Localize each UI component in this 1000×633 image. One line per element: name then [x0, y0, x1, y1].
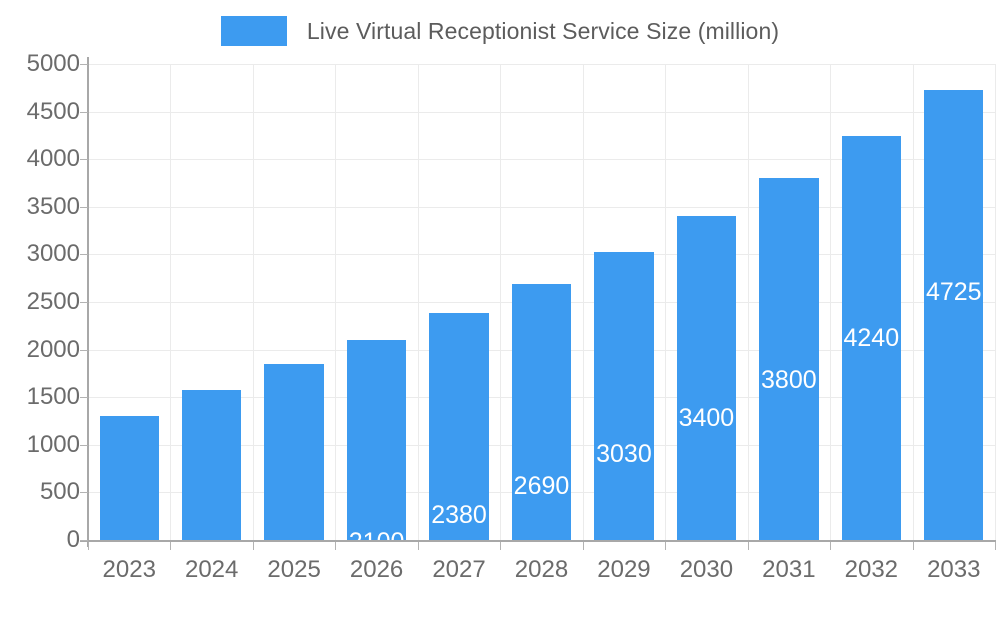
gridline-vertical	[418, 64, 419, 540]
gridline-vertical	[913, 64, 914, 540]
x-axis-tick-mark	[665, 542, 666, 550]
y-axis-tick-labels: 0 500 1000 1500 2000 2500 3000 3500 4000 4500 5000	[0, 50, 80, 553]
bar[interactable]	[264, 363, 324, 540]
gridline-vertical	[665, 64, 666, 540]
bar[interactable]	[511, 283, 572, 540]
y-axis-tick-label: 0	[66, 526, 80, 553]
y-axis-tick-mark	[80, 492, 88, 494]
x-axis-tick-label: 2029	[597, 556, 651, 583]
bar-value-label: 1300	[101, 604, 158, 633]
bar[interactable]	[99, 416, 159, 540]
y-axis-tick-marks	[0, 64, 90, 541]
x-axis-tick-labels: 2023 2024 2025 2026 2027 2028 2029 2030 2031 2032…	[88, 542, 996, 592]
gridline-horizontal	[88, 64, 995, 65]
x-axis-tick-mark	[830, 542, 831, 550]
y-axis-tick-mark	[80, 206, 88, 208]
gridline-vertical	[500, 64, 501, 540]
x-axis-tick-label: 2030	[679, 556, 734, 583]
y-axis-tick-mark	[80, 349, 88, 351]
y-axis-tick-label: 3000	[26, 240, 80, 268]
x-axis-tick-label: 2027	[432, 556, 486, 583]
x-axis-line	[80, 540, 996, 542]
gridline-horizontal	[88, 111, 995, 113]
x-axis-tick-mark	[995, 542, 996, 550]
gridline-vertical	[830, 64, 831, 540]
y-axis-tick-mark	[80, 540, 88, 541]
bar[interactable]	[429, 313, 489, 540]
gridline-vertical	[170, 64, 171, 540]
x-axis-tick-mark	[583, 542, 584, 550]
x-axis-tick-label: 2024	[184, 556, 239, 583]
x-axis-tick-label: 2026	[349, 556, 404, 583]
y-axis-tick-mark	[80, 254, 88, 256]
chart-legend: Live Virtual Receptionist Service Size (…	[0, 12, 1000, 50]
y-axis-tick-label: 4500	[26, 97, 80, 125]
bar[interactable]	[594, 251, 654, 540]
y-axis-tick-label: 2000	[26, 335, 80, 363]
gridline-vertical	[748, 64, 749, 540]
y-axis-tick-mark	[80, 444, 88, 446]
plot-area: 1300 1575 1850 2100 2380 2690 3030 3400 3800 4240…	[88, 64, 996, 632]
gridline-horizontal	[88, 159, 995, 161]
bar[interactable]	[676, 216, 737, 540]
x-axis-tick-mark	[88, 542, 89, 550]
x-axis-tick-label: 2031	[762, 556, 816, 583]
y-axis-tick-label: 1500	[26, 383, 80, 411]
x-axis-tick-mark	[335, 542, 336, 550]
x-axis-tick-label: 2032	[844, 556, 899, 583]
bar[interactable]	[841, 136, 901, 540]
x-axis-tick-label: 2028	[514, 556, 569, 583]
y-axis-tick-mark	[80, 111, 88, 113]
gridline-vertical	[583, 64, 584, 540]
x-axis-tick-label: 2025	[267, 556, 321, 583]
y-axis-tick-label: 2500	[26, 288, 80, 315]
y-axis-tick-label: 4000	[26, 145, 80, 173]
y-axis-tick-mark	[80, 159, 88, 161]
bar[interactable]	[346, 340, 407, 540]
x-axis-tick-mark	[748, 542, 749, 550]
x-axis-tick-mark	[253, 542, 254, 550]
x-axis-tick-mark	[170, 542, 171, 550]
gridline-vertical	[335, 64, 336, 540]
y-axis-tick-mark	[80, 397, 88, 399]
y-axis-tick-label: 500	[39, 478, 80, 506]
bar[interactable]	[924, 90, 984, 540]
legend-color-swatch	[220, 16, 287, 46]
bar[interactable]	[181, 390, 242, 540]
y-axis-tick-mark	[80, 302, 88, 303]
gridline-horizontal	[88, 206, 995, 208]
y-axis-line	[87, 57, 89, 547]
legend-label: Live Virtual Receptionist Service Size (…	[306, 17, 780, 44]
x-axis-tick-label: 2023	[102, 556, 156, 583]
bar-chart: Live Virtual Receptionist Service Size (…	[0, 12, 1000, 632]
y-axis-tick-label: 3500	[26, 192, 80, 220]
x-axis-tick-mark	[500, 542, 501, 550]
y-axis-tick-mark	[80, 64, 88, 65]
x-axis-tick-mark	[418, 542, 419, 550]
y-axis-tick-label: 1000	[26, 430, 80, 458]
gridline-vertical	[253, 64, 254, 540]
gridline-vertical	[995, 64, 996, 540]
y-axis-tick-label: 5000	[26, 50, 80, 77]
bar[interactable]	[759, 178, 819, 540]
gridline-horizontal	[88, 254, 995, 256]
x-axis-tick-label: 2033	[927, 556, 981, 583]
x-axis-tick-mark	[913, 542, 914, 550]
